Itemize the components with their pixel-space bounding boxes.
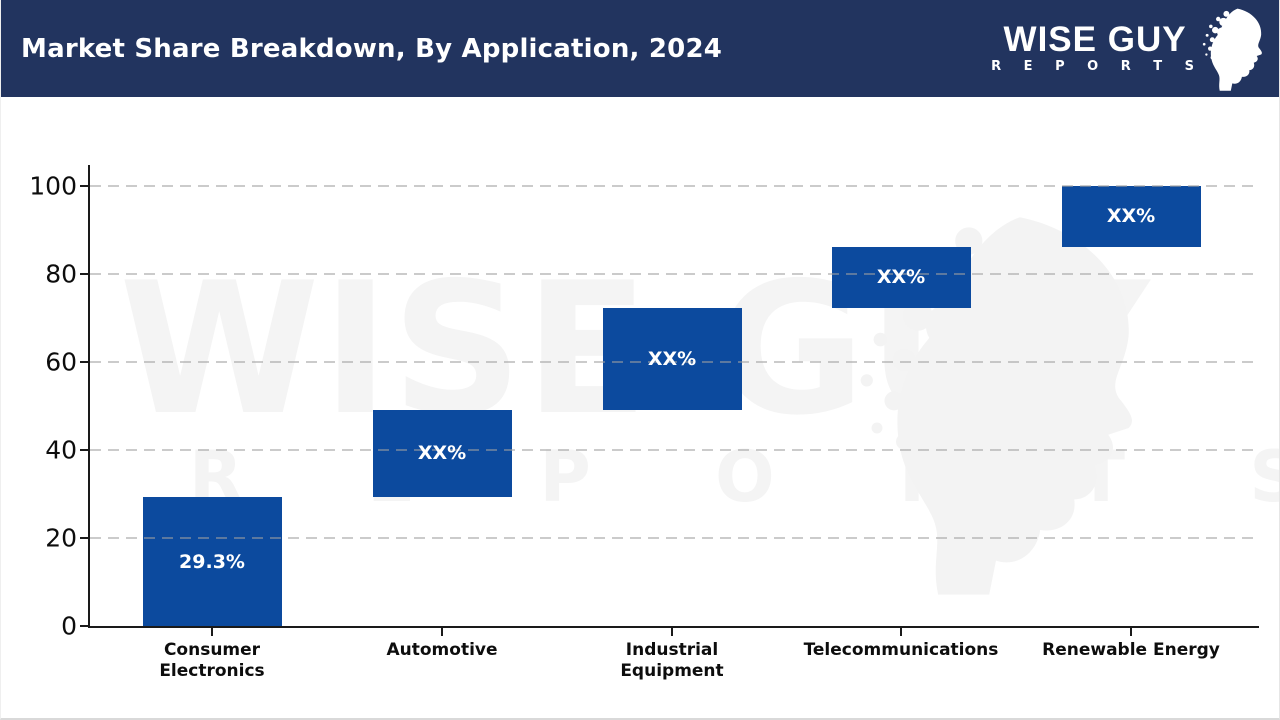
x-tick-mark bbox=[1130, 628, 1132, 636]
x-tick-label-renewable-energy: Renewable Energy bbox=[1016, 640, 1246, 661]
y-tick-mark bbox=[80, 361, 88, 363]
y-tick-mark bbox=[80, 185, 88, 187]
x-tick-label-telecommunications: Telecommunications bbox=[786, 640, 1016, 661]
brand-name: WISE GUY bbox=[1003, 19, 1187, 59]
bar-consumer-electronics bbox=[142, 497, 282, 626]
brand-logo-text: WISE GUY R E P O R T S bbox=[987, 19, 1203, 75]
x-tick-label-line: Electronics bbox=[159, 661, 265, 681]
x-tick-mark bbox=[441, 628, 443, 636]
gridline-60 bbox=[90, 361, 1259, 363]
x-axis bbox=[88, 626, 1259, 628]
bar-value-label: XX% bbox=[1106, 205, 1156, 228]
bar-industrial-equipment bbox=[602, 307, 742, 410]
x-tick-mark bbox=[211, 628, 213, 636]
gridline-20 bbox=[90, 537, 1259, 539]
bar-value-label: XX% bbox=[647, 347, 697, 370]
y-tick-label: 20 bbox=[45, 523, 77, 553]
x-tick-label-line: Telecommunications bbox=[803, 640, 999, 660]
x-tick-label-automotive: Automotive bbox=[327, 640, 557, 661]
y-tick-label: 0 bbox=[61, 611, 77, 641]
x-tick-label-line: Automotive bbox=[386, 640, 498, 660]
y-tick-label: 40 bbox=[45, 435, 77, 465]
gridline-80 bbox=[90, 273, 1259, 275]
header-bar: Market Share Breakdown, By Application, … bbox=[1, 0, 1279, 97]
x-tick-label-industrial-equipment: Industrial Equipment bbox=[557, 640, 787, 682]
y-tick-mark bbox=[80, 273, 88, 275]
y-tick-mark bbox=[80, 449, 88, 451]
x-tick-label-line: Consumer bbox=[163, 640, 261, 660]
brand-head-icon bbox=[1202, 8, 1262, 91]
x-tick-mark bbox=[671, 628, 673, 636]
brand-logo: WISE GUY R E P O R T S bbox=[987, 0, 1273, 97]
y-tick-mark bbox=[80, 625, 88, 627]
bar-renewable-energy bbox=[1061, 186, 1201, 247]
x-tick-mark bbox=[900, 628, 902, 636]
y-tick-label: 80 bbox=[45, 259, 77, 289]
y-axis bbox=[88, 165, 90, 628]
brand-subname: R E P O R T S bbox=[991, 58, 1203, 74]
bar-telecommunications bbox=[831, 246, 971, 308]
gridline-40 bbox=[90, 449, 1259, 451]
bar-value-label: 29.3% bbox=[179, 550, 245, 573]
x-tick-label-line: Renewable Energy bbox=[1042, 640, 1220, 660]
y-tick-label: 100 bbox=[29, 171, 77, 201]
page-title: Market Share Breakdown, By Application, … bbox=[21, 33, 723, 64]
x-tick-label-line: Equipment bbox=[620, 661, 724, 681]
y-tick-mark bbox=[80, 537, 88, 539]
y-tick-label: 60 bbox=[45, 347, 77, 377]
x-tick-label-line: Industrial bbox=[625, 640, 719, 660]
bar-value-label: XX% bbox=[417, 442, 467, 465]
gridline-100 bbox=[90, 185, 1259, 187]
x-tick-label-consumer-electronics: Consumer Electronics bbox=[97, 640, 327, 682]
bar-value-label: XX% bbox=[876, 266, 926, 289]
bar-automotive bbox=[372, 409, 512, 498]
